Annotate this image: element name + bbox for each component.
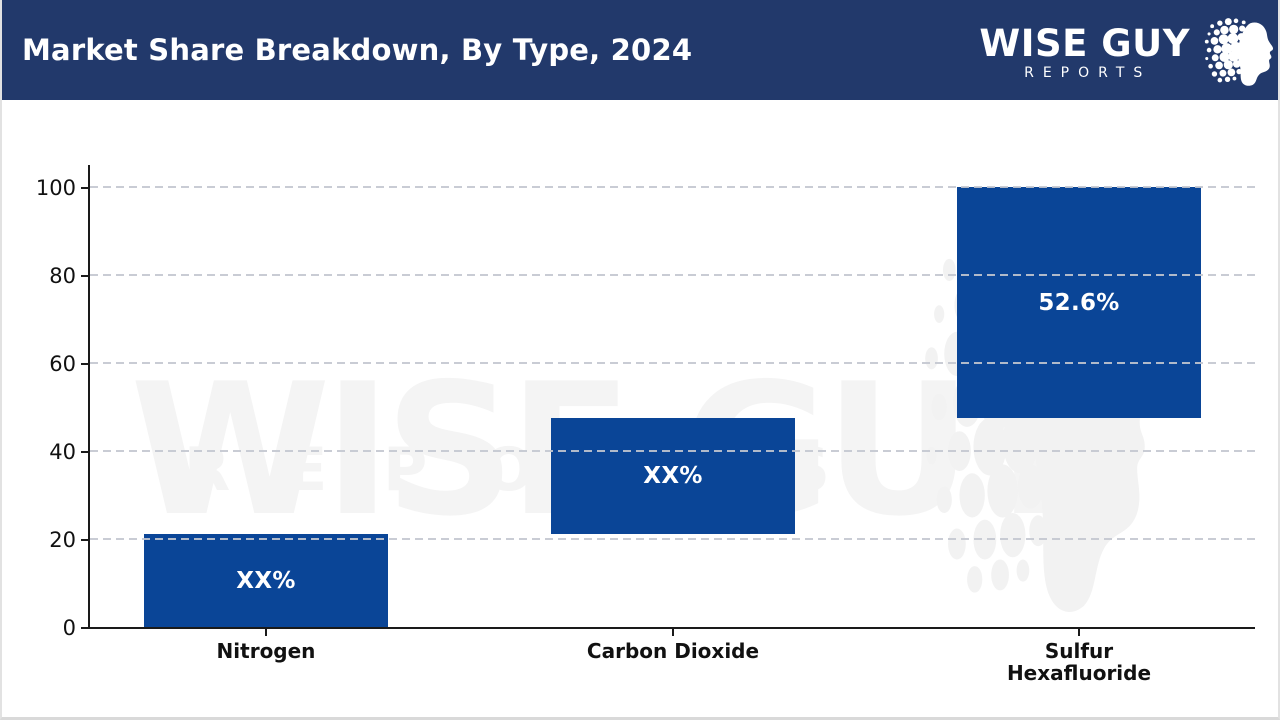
- bar-nitrogen: XX%: [144, 534, 388, 627]
- chart-area: WISE GUY REPORTS XX%XX%52.6%020406080100…: [2, 100, 1278, 717]
- x-axis-spine: [88, 627, 1255, 629]
- logo-subtitle: REPORTS: [1024, 64, 1152, 81]
- bar-sulfur-hexafluoride: 52.6%: [957, 187, 1201, 419]
- y-tick-80: [81, 275, 88, 277]
- gridline-100: [90, 186, 1255, 188]
- y-tick-label-0: 0: [62, 616, 76, 640]
- gridline-80: [90, 274, 1255, 276]
- x-tick-2: [672, 629, 674, 636]
- y-axis-spine: [88, 165, 90, 629]
- header-bar: Market Share Breakdown, By Type, 2024 WI…: [2, 0, 1278, 100]
- y-tick-label-20: 20: [49, 528, 76, 552]
- dotted-face-icon: [1204, 18, 1274, 86]
- gridline-20: [90, 538, 1255, 540]
- y-tick-60: [81, 363, 88, 365]
- bar-value-label: XX%: [236, 567, 296, 594]
- x-tick-label-carbon-dioxide: Carbon Dioxide: [586, 639, 760, 663]
- y-tick-20: [81, 539, 88, 541]
- y-tick-40: [81, 451, 88, 453]
- page-title: Market Share Breakdown, By Type, 2024: [22, 33, 693, 67]
- bar-value-label: 52.6%: [1038, 289, 1120, 316]
- x-tick-1: [265, 629, 267, 636]
- y-tick-100: [81, 187, 88, 189]
- bar-value-label: XX%: [643, 462, 703, 489]
- y-tick-label-100: 100: [35, 176, 76, 200]
- y-tick-0: [81, 627, 88, 629]
- gridline-60: [90, 362, 1255, 364]
- y-tick-label-60: 60: [49, 352, 76, 376]
- y-tick-label-40: 40: [49, 440, 76, 464]
- logo-wordmark: WISE GUY: [979, 21, 1190, 65]
- x-tick-label-sulfur-hexafluoride: Sulfur Hexafluoride: [1006, 639, 1152, 685]
- logo-text: WISE GUY REPORTS: [979, 21, 1190, 81]
- bar-carbon-dioxide: XX%: [551, 418, 795, 534]
- gridline-40: [90, 450, 1255, 452]
- x-tick-3: [1078, 629, 1080, 636]
- y-tick-label-80: 80: [49, 264, 76, 288]
- x-tick-label-nitrogen: Nitrogen: [216, 639, 316, 663]
- wise-guy-reports-logo: WISE GUY REPORTS: [979, 6, 1276, 98]
